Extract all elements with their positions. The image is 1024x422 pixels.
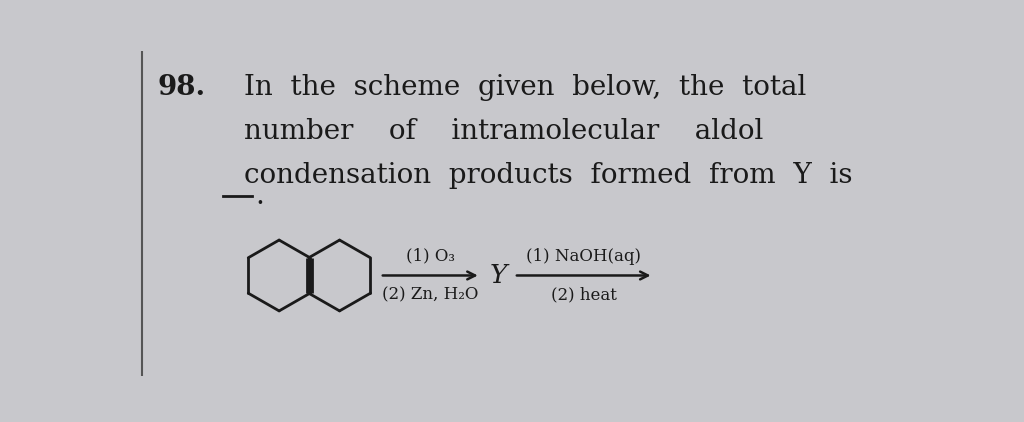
Text: (2) heat: (2) heat	[551, 286, 616, 303]
Text: (1) NaOH(aq): (1) NaOH(aq)	[526, 248, 641, 265]
Text: number    of    intramolecular    aldol: number of intramolecular aldol	[245, 118, 764, 145]
Text: 98.: 98.	[158, 74, 206, 101]
Text: .: .	[255, 183, 264, 210]
Text: Y: Y	[489, 263, 507, 288]
Text: (1) O₃: (1) O₃	[406, 248, 455, 265]
Text: In  the  scheme  given  below,  the  total: In the scheme given below, the total	[245, 74, 807, 101]
Text: (2) Zn, H₂O: (2) Zn, H₂O	[382, 286, 478, 303]
Text: condensation  products  formed  from  Y  is: condensation products formed from Y is	[245, 162, 853, 189]
